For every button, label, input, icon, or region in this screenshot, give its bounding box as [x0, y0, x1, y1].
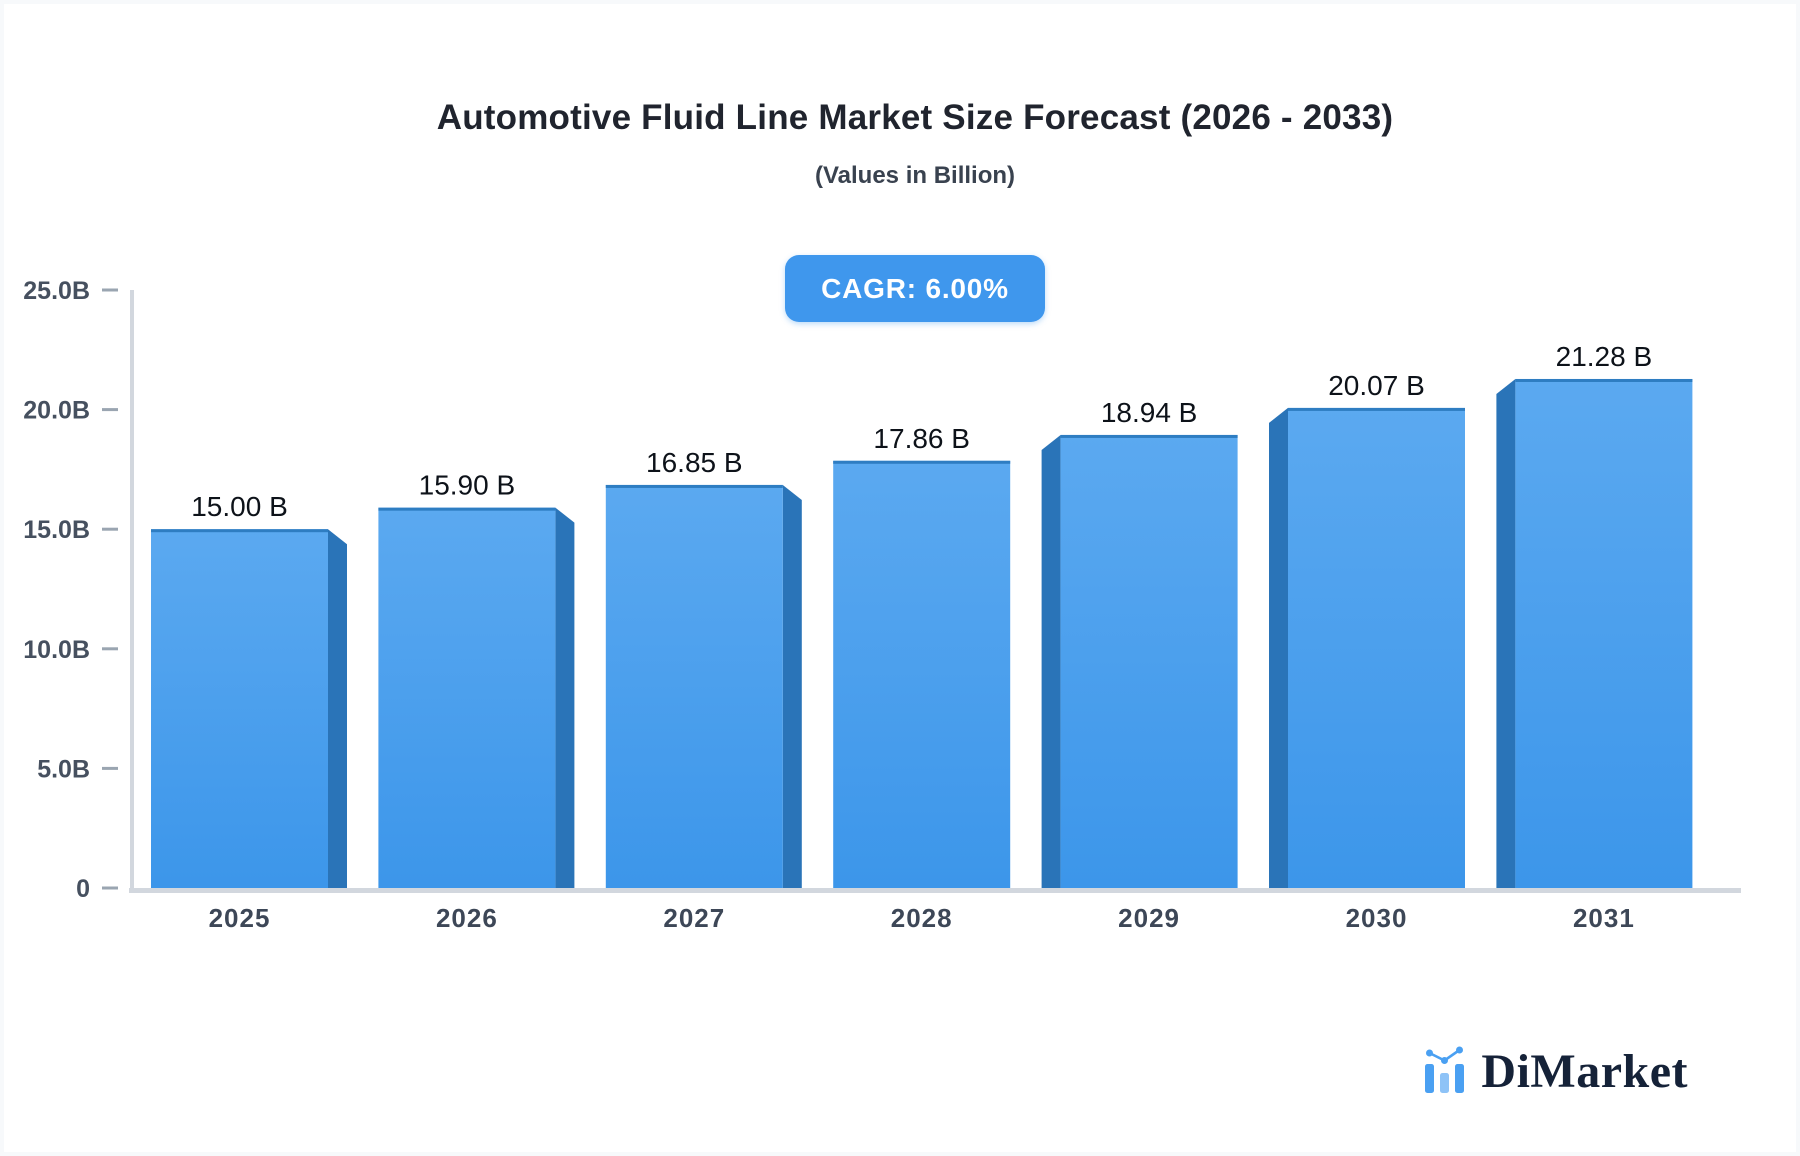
bar-top-edge: [378, 507, 556, 511]
bar-top-edge: [833, 460, 1011, 464]
bar-side-face: [328, 529, 347, 888]
x-axis-label: 2030: [1346, 903, 1408, 933]
y-axis-label: 25.0B: [23, 277, 90, 305]
bar-top-edge: [605, 484, 783, 488]
bar-side-face: [1041, 434, 1061, 888]
dimarket-logo-icon: [1425, 1046, 1465, 1093]
x-axis-label: 2026: [436, 903, 498, 933]
y-axis-label: 5.0B: [37, 755, 90, 783]
y-axis-label: 15.0B: [23, 516, 90, 544]
bar-side-face: [1269, 407, 1288, 888]
y-axis-label: 20.0B: [23, 397, 90, 425]
bar-2029: [1060, 434, 1238, 888]
x-axis-label: 2025: [209, 903, 271, 933]
bar-value-label: 21.28 B: [1556, 341, 1653, 372]
bar-value-label: 17.86 B: [873, 423, 970, 454]
bar-top-edge: [151, 529, 328, 533]
x-axis-label: 2028: [891, 903, 953, 933]
logo-dot: [1426, 1049, 1434, 1057]
chart-title: Automotive Fluid Line Market Size Foreca…: [436, 98, 1394, 137]
bar-2028: [833, 460, 1011, 888]
logo-dot: [1456, 1046, 1464, 1054]
x-axis-label: 2027: [663, 903, 725, 933]
bar-value-label: 20.07 B: [1328, 370, 1425, 401]
bar-value-label: 15.90 B: [419, 470, 516, 501]
bar-value-label: 15.00 B: [191, 491, 288, 522]
x-axis-label: 2031: [1573, 903, 1635, 933]
bar-side-face: [782, 484, 802, 888]
bar-top-edge: [1288, 407, 1465, 411]
y-axis-label: 0: [76, 875, 90, 903]
dimarket-logo: DiMarket: [1423, 1038, 1688, 1098]
logo-bar-middle: [1440, 1073, 1450, 1093]
cagr-badge: CAGR: 6.00%: [785, 255, 1045, 322]
bar-top-edge: [1060, 434, 1238, 438]
bar-side-face: [1496, 378, 1516, 888]
bar-2027: [605, 484, 783, 888]
bar-side-face: [555, 507, 575, 888]
logo-bar-right: [1455, 1064, 1465, 1093]
bar-value-label: 18.94 B: [1101, 397, 1198, 428]
bar-value-label: 16.85 B: [646, 447, 743, 478]
logo-dot: [1441, 1057, 1449, 1064]
bar-top-edge: [1515, 378, 1693, 382]
bar-2031: [1515, 378, 1693, 888]
cagr-badge-label: CAGR: 6.00%: [821, 272, 1009, 304]
x-axis-label: 2029: [1118, 903, 1180, 933]
chart-subtitle: (Values in Billion): [814, 162, 1016, 189]
bar-2026: [378, 507, 556, 888]
y-axis-label: 10.0B: [23, 636, 90, 664]
logo-bar-left: [1425, 1064, 1435, 1093]
dimarket-logo-text: DiMarket: [1481, 1044, 1688, 1098]
bar-2030: [1288, 407, 1465, 888]
bar-2025: [151, 529, 328, 888]
